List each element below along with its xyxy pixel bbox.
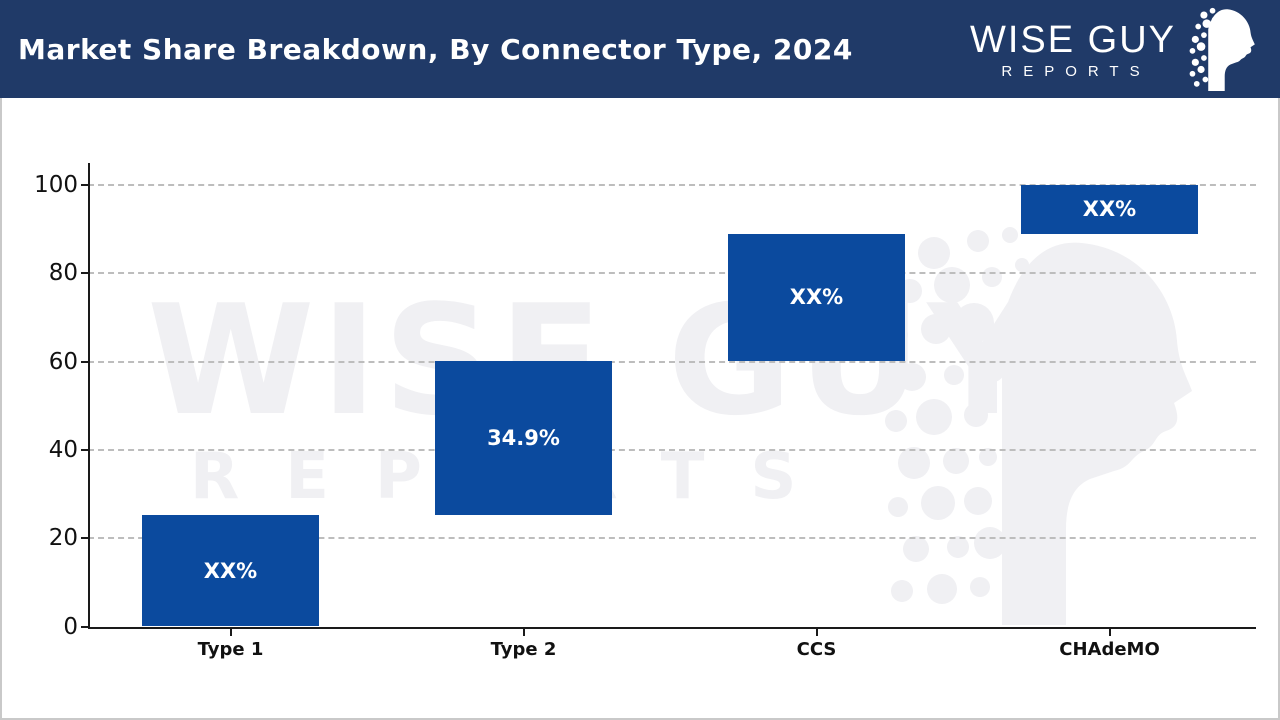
y-axis-tick-80 (81, 272, 88, 275)
x-axis-tick-4 (1108, 628, 1111, 636)
x-axis-label-1: Type 1 (197, 639, 264, 660)
x-axis-tick-1 (229, 628, 232, 636)
y-axis-label-40: 40 (48, 436, 78, 463)
gridline-y100 (88, 184, 1256, 187)
bar-value-label-2: 34.9% (487, 425, 560, 450)
logo-wordmark: WISE GUY (969, 19, 1176, 61)
bar-value-label-3: XX% (789, 285, 844, 310)
wise-guy-reports-logo: WISE GUY REPORTS (970, 6, 1270, 94)
gridline-y20 (88, 537, 1256, 540)
x-axis-label-3: CCS (796, 639, 837, 660)
x-axis-tick-3 (815, 628, 818, 636)
bar-value-label-4: XX% (1082, 197, 1137, 222)
gridline-y80 (88, 272, 1256, 275)
y-axis-tick-100 (81, 184, 88, 187)
y-axis-tick-60 (81, 360, 88, 363)
logo-subtitle: REPORTS (1001, 63, 1151, 80)
y-axis-label-100: 100 (34, 172, 78, 199)
y-axis-label-80: 80 (48, 260, 78, 287)
y-axis-tick-40 (81, 448, 88, 451)
x-axis-spine (88, 626, 1256, 629)
watermark-head-icon (882, 225, 1192, 629)
header-band: Market Share Breakdown, By Connector Typ… (0, 0, 1280, 98)
bar-chademo (1021, 185, 1198, 234)
x-axis-label-4: CHAdeMO (1059, 639, 1160, 660)
gridline-y40 (88, 448, 1256, 451)
y-axis-tick-0 (81, 625, 88, 628)
bar-type-1 (142, 514, 319, 627)
logo-text: WISE GUY REPORTS (970, 20, 1176, 80)
y-axis-label-60: 60 (48, 348, 78, 375)
y-axis-label-0: 0 (63, 613, 78, 640)
bar-value-label-1: XX% (203, 558, 258, 583)
gridline-y60 (88, 360, 1256, 363)
y-axis-spine (88, 163, 90, 629)
y-axis-tick-20 (81, 537, 88, 540)
page-title: Market Share Breakdown, By Connector Typ… (18, 32, 853, 66)
x-axis-label-2: Type 2 (490, 639, 557, 660)
y-axis-label-20: 20 (48, 525, 78, 552)
bar-ccs (728, 233, 905, 361)
bar-type-2 (435, 360, 612, 515)
x-axis-tick-2 (522, 628, 525, 636)
head-profile-icon (1178, 5, 1270, 95)
